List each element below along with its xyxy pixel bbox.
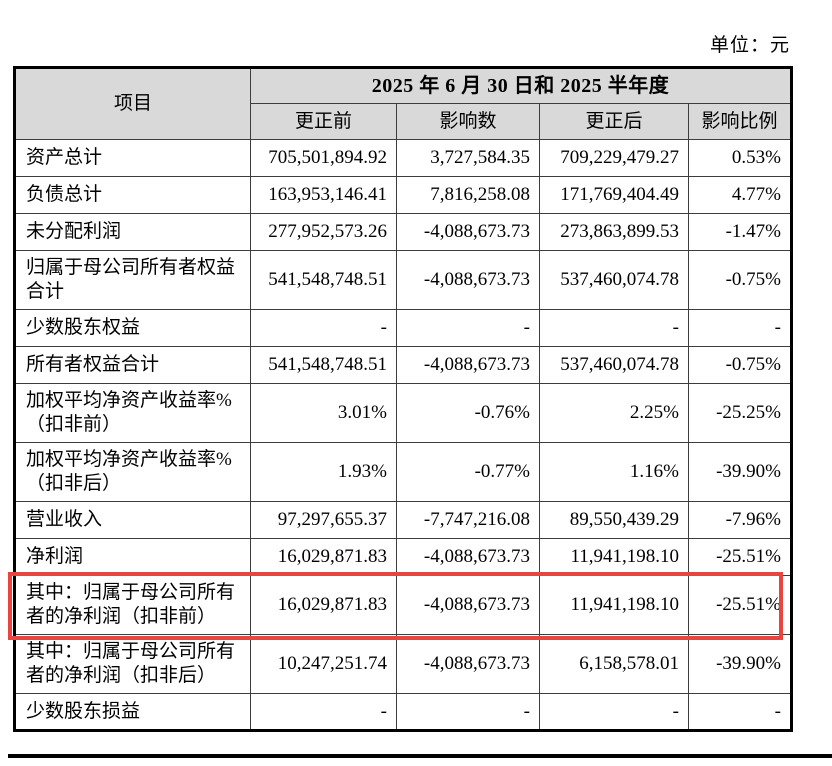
table-row: 所有者权益合计 541,548,748.51 -4,088,673.73 537,46… — [14, 346, 792, 384]
table-header: 项目 2025 年 6 月 30 日和 2025 半年度 更正前 影响数 更正后… — [14, 67, 792, 140]
row-label: 负债总计 — [14, 176, 251, 214]
cell-before: 1.93% — [250, 442, 397, 502]
cell-after: 171,769,404.49 — [539, 176, 689, 214]
cell-impact: - — [396, 309, 540, 347]
col-header-period: 2025 年 6 月 30 日和 2025 半年度 — [250, 67, 792, 104]
cell-after: 273,863,899.53 — [539, 213, 689, 251]
table-row: 负债总计 163,953,146.41 7,816,258.08 171,769,40… — [14, 176, 792, 214]
row-label: 未分配利润 — [14, 213, 251, 251]
cell-before: 277,952,573.26 — [250, 213, 397, 251]
row-label: 少数股东损益 — [14, 693, 251, 731]
cell-ratio: -25.51% — [688, 575, 792, 635]
cell-after: 1.16% — [539, 442, 689, 502]
cell-after: - — [539, 693, 689, 731]
row-label: 其中：归属于母公司所有者的净利润（扣非前） — [14, 575, 251, 635]
header-row-period: 项目 2025 年 6 月 30 日和 2025 半年度 — [14, 67, 792, 140]
cell-impact: -7,747,216.08 — [396, 501, 540, 539]
table-row: 加权平均净资产收益率%（扣非前） 3.01% -0.76% 2.25% -25.25% — [14, 383, 792, 443]
row-label: 其中：归属于母公司所有者的净利润（扣非后） — [14, 634, 251, 694]
cell-before: 3.01% — [250, 383, 397, 443]
cell-after: 11,941,198.10 — [539, 538, 689, 576]
correction-table: 项目 2025 年 6 月 30 日和 2025 半年度 更正前 影响数 更正后… — [13, 66, 793, 732]
cell-impact: 7,816,258.08 — [396, 176, 540, 214]
table-row: 其中：归属于母公司所有者的净利润（扣非前） 16,029,871.83 -4,088… — [14, 575, 792, 635]
cell-before: 163,953,146.41 — [250, 176, 397, 214]
cell-ratio: -25.51% — [688, 538, 792, 576]
cell-before: - — [250, 309, 397, 347]
row-label: 净利润 — [14, 538, 251, 576]
cell-ratio: - — [688, 693, 792, 731]
next-table-top-border — [8, 754, 832, 758]
col-header-impact: 影响数 — [396, 103, 540, 140]
table-row: 营业收入 97,297,655.37 -7,747,216.08 89,550,439… — [14, 501, 792, 539]
cell-before: 541,548,748.51 — [250, 250, 397, 310]
cell-before: 705,501,894.92 — [250, 139, 397, 177]
table-row: 少数股东损益 - - - - — [14, 693, 792, 731]
cell-after: 537,460,074.78 — [539, 250, 689, 310]
table-body: 资产总计 705,501,894.92 3,727,584.35 709,229,47… — [14, 139, 792, 731]
cell-before: 10,247,251.74 — [250, 634, 397, 694]
cell-before: - — [250, 693, 397, 731]
cell-before: 16,029,871.83 — [250, 538, 397, 576]
cell-ratio: -7.96% — [688, 501, 792, 539]
cell-impact: -0.77% — [396, 442, 540, 502]
col-header-before: 更正前 — [250, 103, 397, 140]
cell-ratio: -39.90% — [688, 442, 792, 502]
row-label: 加权平均净资产收益率%（扣非后） — [14, 442, 251, 502]
cell-after: 89,550,439.29 — [539, 501, 689, 539]
unit-label: 单位：元 — [709, 35, 790, 56]
row-label: 少数股东权益 — [14, 309, 251, 347]
cell-impact: -4,088,673.73 — [396, 538, 540, 576]
cell-impact: -4,088,673.73 — [396, 346, 540, 384]
col-header-item: 项目 — [14, 67, 251, 140]
cell-ratio: 0.53% — [688, 139, 792, 177]
cell-ratio: -0.75% — [688, 346, 792, 384]
table-row: 加权平均净资产收益率%（扣非后） 1.93% -0.77% 1.16% -39.90% — [14, 442, 792, 502]
cell-after: 2.25% — [539, 383, 689, 443]
cell-after: 11,941,198.10 — [539, 575, 689, 635]
cell-ratio: -1.47% — [688, 213, 792, 251]
cell-impact: 3,727,584.35 — [396, 139, 540, 177]
cell-after: 709,229,479.27 — [539, 139, 689, 177]
cell-ratio: - — [688, 309, 792, 347]
cell-ratio: 4.77% — [688, 176, 792, 214]
cell-impact: -4,088,673.73 — [396, 575, 540, 635]
cell-ratio: -25.25% — [688, 383, 792, 443]
col-header-after: 更正后 — [539, 103, 689, 140]
row-label: 营业收入 — [14, 501, 251, 539]
row-label: 资产总计 — [14, 139, 251, 177]
row-label: 加权平均净资产收益率%（扣非前） — [14, 383, 251, 443]
cell-after: - — [539, 309, 689, 347]
cell-impact: -4,088,673.73 — [396, 250, 540, 310]
cell-before: 541,548,748.51 — [250, 346, 397, 384]
cell-after: 537,460,074.78 — [539, 346, 689, 384]
cell-impact: -4,088,673.73 — [396, 213, 540, 251]
row-label: 归属于母公司所有者权益合计 — [14, 250, 251, 310]
table-row: 归属于母公司所有者权益合计 541,548,748.51 -4,088,673.73… — [14, 250, 792, 310]
table-row: 资产总计 705,501,894.92 3,727,584.35 709,229,47… — [14, 139, 792, 177]
table-row: 少数股东权益 - - - - — [14, 309, 792, 347]
table-row: 净利润 16,029,871.83 -4,088,673.73 11,941,198.… — [14, 538, 792, 576]
cell-impact: -0.76% — [396, 383, 540, 443]
col-header-ratio: 影响比例 — [688, 103, 792, 140]
cell-after: 6,158,578.01 — [539, 634, 689, 694]
header-row-subcolumns: 更正前 影响数 更正后 影响比例 — [15, 103, 792, 140]
cell-impact: - — [396, 693, 540, 731]
cell-ratio: -39.90% — [688, 634, 792, 694]
cell-ratio: -0.75% — [688, 250, 792, 310]
table-row: 其中：归属于母公司所有者的净利润（扣非后） 10,247,251.74 -4,088… — [14, 634, 792, 694]
cell-before: 16,029,871.83 — [250, 575, 397, 635]
cell-impact: -4,088,673.73 — [396, 634, 540, 694]
cell-before: 97,297,655.37 — [250, 501, 397, 539]
row-label: 所有者权益合计 — [14, 346, 251, 384]
table-row: 未分配利润 277,952,573.26 -4,088,673.73 273,863,… — [14, 213, 792, 251]
